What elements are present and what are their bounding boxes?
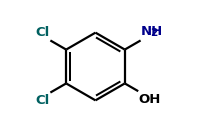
Text: Cl: Cl (35, 95, 50, 107)
Text: 2: 2 (150, 28, 157, 38)
Text: Cl: Cl (35, 26, 50, 38)
Text: NH: NH (141, 25, 163, 38)
Text: OH: OH (139, 93, 161, 106)
